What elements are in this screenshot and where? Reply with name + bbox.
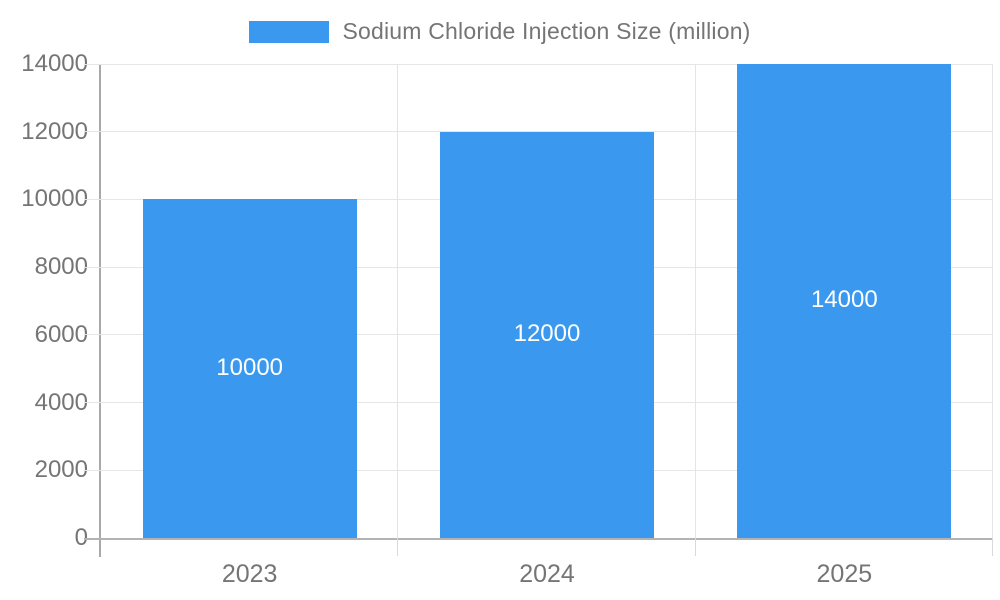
y-axis: 0 2000 4000 6000 8000 10000 12000 14000 [0, 51, 88, 551]
y-tick-label-14000: 14000 [21, 50, 88, 77]
x-tick-1 [397, 538, 399, 556]
y-tick-label-6000: 6000 [34, 320, 88, 348]
gridline-y-12000 [84, 131, 993, 133]
plot-area: 10000 12000 14000 [84, 63, 993, 557]
legend-label: Sodium Chloride Injection Size (million) [342, 18, 751, 44]
x-tick-label-2025: 2025 [816, 560, 873, 588]
y-tick-label-2000: 2000 [34, 456, 88, 484]
bar-value-label-2025: 14000 [810, 286, 878, 313]
y-tick-label-4000: 4000 [34, 388, 88, 416]
x-tick-3 [992, 538, 993, 556]
legend-swatch [249, 20, 330, 43]
x-axis-line [84, 538, 993, 540]
y-axis-line [99, 64, 101, 557]
x-axis: 2023 2024 2025 [101, 556, 993, 590]
x-tick-label-2024: 2024 [519, 560, 575, 588]
x-tick-label-2023: 2023 [221, 560, 278, 588]
y-tick-label-10000: 10000 [21, 185, 88, 213]
bar-2024[interactable]: 12000 [439, 131, 655, 538]
gridline-x-1 [397, 64, 399, 538]
x-tick-2 [694, 538, 696, 556]
bar-2025[interactable]: 14000 [737, 64, 952, 538]
gridline-x-2 [694, 64, 696, 538]
bar-value-label-2023: 10000 [216, 353, 284, 381]
y-tick-label-12000: 12000 [21, 117, 88, 145]
bar-2023[interactable]: 10000 [142, 199, 357, 538]
gridline-x-3 [992, 64, 993, 538]
y-tick-label-8000: 8000 [34, 253, 88, 281]
gridline-y-14000 [84, 63, 993, 65]
bar-value-label-2024: 12000 [513, 319, 581, 347]
y-tick-label-0: 0 [74, 524, 88, 551]
legend[interactable]: Sodium Chloride Injection Size (million) [0, 18, 1000, 45]
